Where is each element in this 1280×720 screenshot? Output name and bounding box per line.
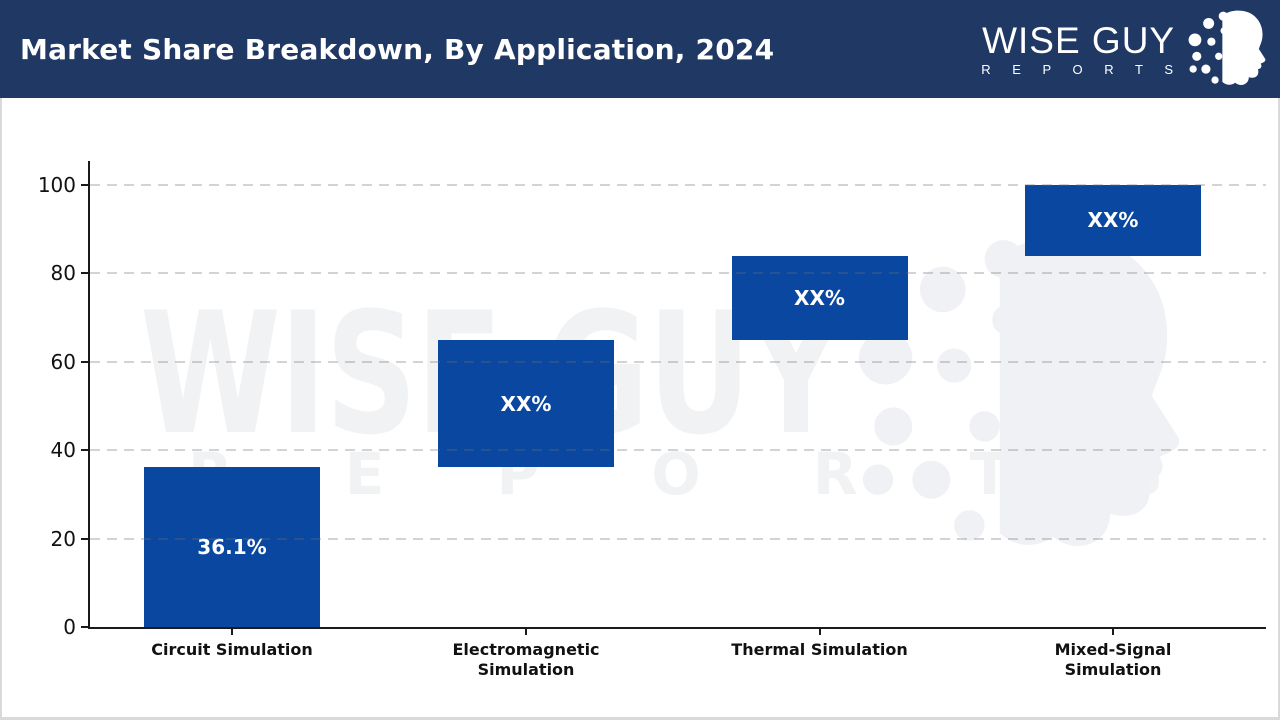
logo-title-text: WISE GUY [982,20,1176,61]
y-tick-0 [81,626,89,628]
y-axis-line [88,161,90,629]
y-tick-label: 40 [50,438,76,463]
bar-value-label: XX% [794,285,845,310]
logo-face-icon [1188,10,1266,86]
watermark-face-icon [859,236,1180,547]
bar-electromagnetic-simulation[interactable]: XX% [438,339,614,468]
x-tick-thermal-simulation [818,629,821,635]
bar-circuit-simulation[interactable]: 36.1% [144,467,320,627]
wise-guy-logo: WISE GUY R E P O R T S [975,4,1268,94]
logo-subtitle-text: R E P O R T S [981,62,1182,77]
gridline-40 [90,449,1266,452]
y-tick-80 [81,272,89,275]
logo-wordmark: WISE GUY R E P O R T S [975,20,1182,78]
y-tick-label: 60 [50,349,76,374]
category-label-electromagnetic-simulation: Electromagnetic Simulation [452,640,600,679]
y-tick-100 [81,184,89,186]
gridline-100 [90,184,1266,186]
bar-value-label: XX% [500,391,552,416]
x-tick-mixed-signal-simulation [1112,629,1114,635]
x-tick-electromagnetic-simulation [525,629,527,635]
y-tick-label: 80 [50,261,76,286]
gridline-60 [90,360,1266,363]
y-tick-label: 100 [37,173,76,197]
chart-title: Market Share Breakdown, By Application, … [20,32,775,66]
x-tick-circuit-simulation [231,629,233,635]
category-label-mixed-signal-simulation: Mixed-Signal Simulation [1054,640,1172,679]
category-label-circuit-simulation: Circuit Simulation [151,640,313,659]
gridline-20 [90,537,1266,540]
y-tick-60 [81,360,89,363]
y-tick-20 [81,537,89,540]
category-label-thermal-simulation: Thermal Simulation [731,640,908,659]
y-tick-label: 20 [50,526,76,551]
bar-value-label: 36.1% [197,535,267,560]
bar-value-label: XX% [1087,208,1139,233]
bar-thermal-simulation[interactable]: XX% [731,255,908,340]
y-tick-label: 0 [63,615,76,639]
gridline-80 [90,272,1266,275]
y-tick-40 [81,449,89,452]
x-axis-line [88,627,1266,629]
bar-mixed-signal-simulation[interactable]: XX% [1025,185,1201,256]
header-bar: Market Share Breakdown, By Application, … [0,0,1280,98]
plot-area: WISE GUY R E P O R T S [0,98,1280,720]
